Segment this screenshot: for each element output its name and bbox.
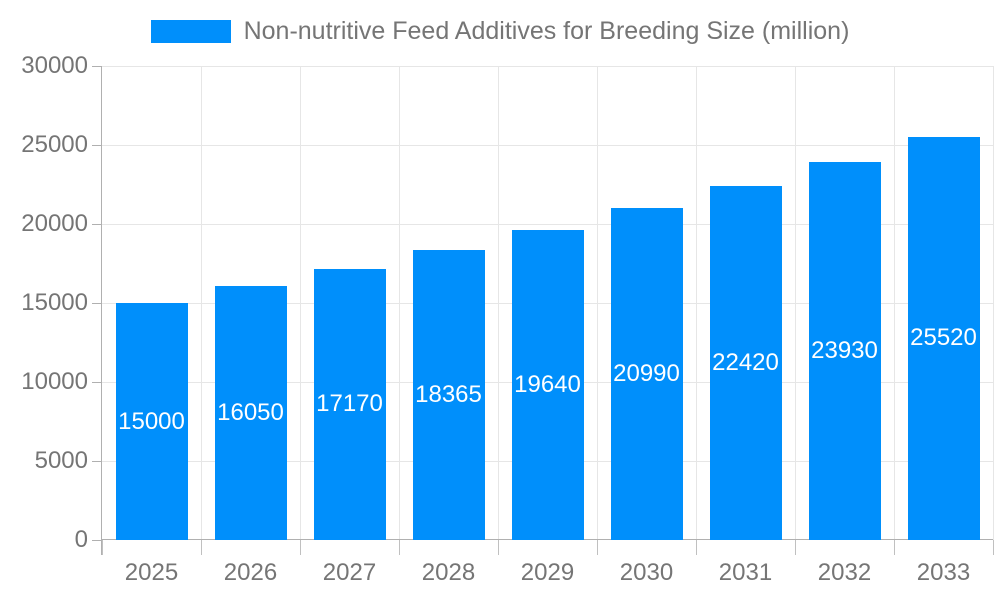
bar[interactable]: 25520 [907, 136, 980, 540]
gridline-vertical [794, 66, 796, 540]
y-axis-tick [92, 65, 102, 67]
x-axis-tick [101, 540, 103, 555]
bar-value-label: 19640 [514, 370, 581, 398]
y-axis-label: 15000 [21, 289, 88, 316]
bar[interactable]: 22420 [709, 185, 782, 540]
gridline-vertical [398, 66, 400, 540]
y-axis-label: 25000 [21, 131, 88, 158]
bar[interactable]: 19640 [511, 229, 584, 540]
bar-value-label: 22420 [712, 348, 779, 376]
gridline-vertical [200, 66, 202, 540]
x-axis-label: 2031 [718, 559, 773, 586]
x-axis-tick [992, 540, 994, 555]
bar[interactable]: 15000 [115, 303, 188, 540]
bar-value-label: 17170 [316, 390, 383, 418]
y-axis-label: 10000 [21, 368, 88, 395]
bar-value-label: 25520 [910, 324, 977, 352]
y-axis-label: 20000 [21, 210, 88, 237]
x-axis-label: 2032 [817, 559, 872, 586]
gridline-horizontal [102, 144, 993, 146]
x-axis-tick [695, 540, 697, 555]
y-axis-line [101, 66, 102, 555]
x-axis-label: 2030 [619, 559, 674, 586]
x-axis-label: 2028 [421, 559, 476, 586]
bar[interactable]: 23930 [808, 161, 881, 540]
bar-value-label: 20990 [613, 360, 680, 388]
x-axis-label: 2027 [322, 559, 377, 586]
x-axis-tick [398, 540, 400, 555]
bar[interactable]: 17170 [313, 268, 386, 540]
bar-value-label: 16050 [217, 399, 284, 427]
bar[interactable]: 20990 [610, 208, 683, 540]
y-axis-label: 0 [74, 526, 88, 553]
bar-value-label: 15000 [118, 407, 185, 435]
x-axis-tick [497, 540, 499, 555]
x-axis-label: 2025 [124, 559, 179, 586]
x-axis-tick [794, 540, 796, 555]
legend-swatch [150, 19, 231, 43]
gridline-horizontal [102, 223, 993, 225]
legend[interactable]: Non-nutritive Feed Additives for Breedin… [0, 8, 1000, 54]
y-axis-label: 30000 [21, 52, 88, 79]
y-axis-tick [92, 302, 102, 304]
x-axis-label: 2029 [520, 559, 575, 586]
y-axis-label: 5000 [34, 447, 88, 474]
x-axis-tick [299, 540, 301, 555]
x-axis-label: 2033 [916, 559, 971, 586]
bar-value-label: 23930 [811, 336, 878, 364]
gridline-vertical [596, 66, 598, 540]
gridline-vertical [299, 66, 301, 540]
gridline-vertical [893, 66, 895, 540]
gridline-vertical [992, 66, 994, 540]
y-axis-tick [92, 460, 102, 462]
gridline-vertical [695, 66, 697, 540]
bar-value-label: 18365 [415, 380, 482, 408]
y-axis-tick [92, 144, 102, 146]
x-axis-label: 2026 [223, 559, 278, 586]
y-axis-tick [92, 381, 102, 383]
x-axis-tick [893, 540, 895, 555]
x-axis-tick [596, 540, 598, 555]
bar[interactable]: 16050 [214, 286, 287, 540]
x-axis-tick [200, 540, 202, 555]
y-axis-tick [92, 539, 102, 541]
y-axis-tick [92, 223, 102, 225]
gridline-vertical [497, 66, 499, 540]
legend-label: Non-nutritive Feed Additives for Breedin… [243, 16, 850, 45]
gridline-horizontal [102, 65, 993, 67]
bar[interactable]: 18365 [412, 249, 485, 540]
